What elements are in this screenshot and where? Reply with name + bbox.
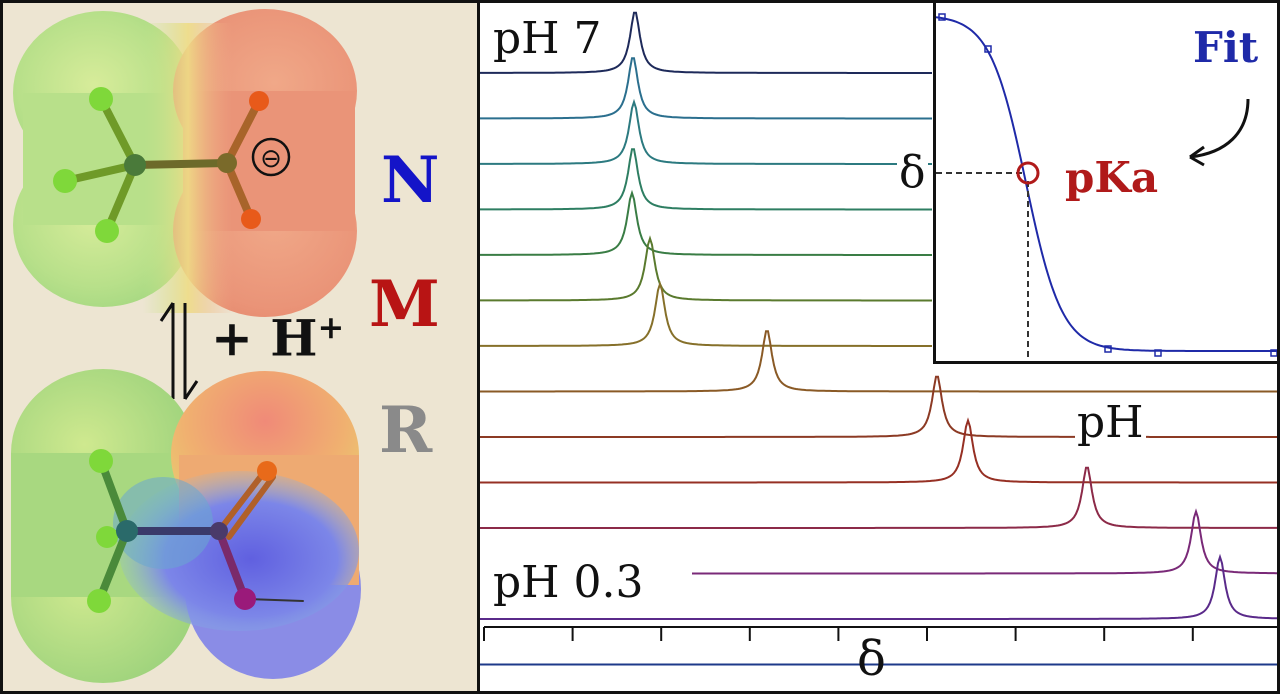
molecule-illustration: ⊖: [11, 9, 361, 683]
spectrum-trace: [480, 11, 932, 74]
pka-marker: [1016, 161, 1040, 185]
equilibrium-arrows-icon: [159, 302, 199, 400]
label-ph7: pH 7: [489, 17, 606, 61]
proton-superscript: +: [317, 308, 345, 346]
proton-label: + H+: [211, 311, 344, 364]
fit-data-point: [1270, 349, 1277, 357]
titration-inset: [933, 3, 1277, 364]
nmr-spectra-stack: [480, 11, 1277, 666]
spectrum-trace: [480, 148, 932, 211]
spectrum-trace: [480, 280, 932, 347]
spectrum-trace: [480, 466, 1277, 529]
pka-label: pKa: [1065, 153, 1159, 202]
spectrum-trace: [480, 553, 1277, 620]
bottom-molecule-surface: [11, 369, 361, 683]
fit-points: [938, 13, 1277, 357]
negative-charge-icon: ⊖: [260, 144, 282, 174]
fit-data-point: [938, 13, 946, 21]
delta-axis: [483, 626, 1277, 641]
spectrum-trace: [692, 508, 1277, 575]
spectra-traces: [480, 11, 1277, 666]
spectrum-trace: [480, 330, 1277, 393]
spectrum-trace: [480, 235, 932, 302]
spectrum-trace: [480, 98, 932, 165]
bottom-molecule-skeleton: [87, 449, 304, 613]
spectrum-trace: [480, 189, 932, 256]
molecule-panel: ⊖: [3, 3, 480, 691]
top-molecule-skeleton: ⊖: [53, 87, 291, 243]
fit-data-point: [1104, 345, 1112, 353]
letter-n: N: [381, 143, 440, 218]
fit-curve: [936, 16, 1277, 352]
spectrum-trace: [480, 375, 1277, 438]
fit-arrowhead-icon: [1189, 145, 1205, 167]
label-ph03: pH 0.3: [489, 561, 648, 605]
fit-data-point: [1154, 349, 1162, 357]
label-ph: pH: [1075, 397, 1146, 448]
fit-arrow-icon: [1189, 98, 1250, 159]
inset-delta-label: δ: [897, 147, 928, 198]
letter-m: M: [369, 267, 440, 342]
delta-axis-label: δ: [857, 631, 886, 687]
titration-curve-plot: [936, 13, 1277, 361]
spectrum-trace: [480, 417, 1277, 484]
fit-label: Fit: [1193, 23, 1259, 72]
letter-r: R: [379, 393, 433, 468]
fit-data-point: [984, 45, 992, 53]
proton-prefix: + H: [211, 308, 318, 368]
spectrum-trace: [480, 57, 932, 120]
